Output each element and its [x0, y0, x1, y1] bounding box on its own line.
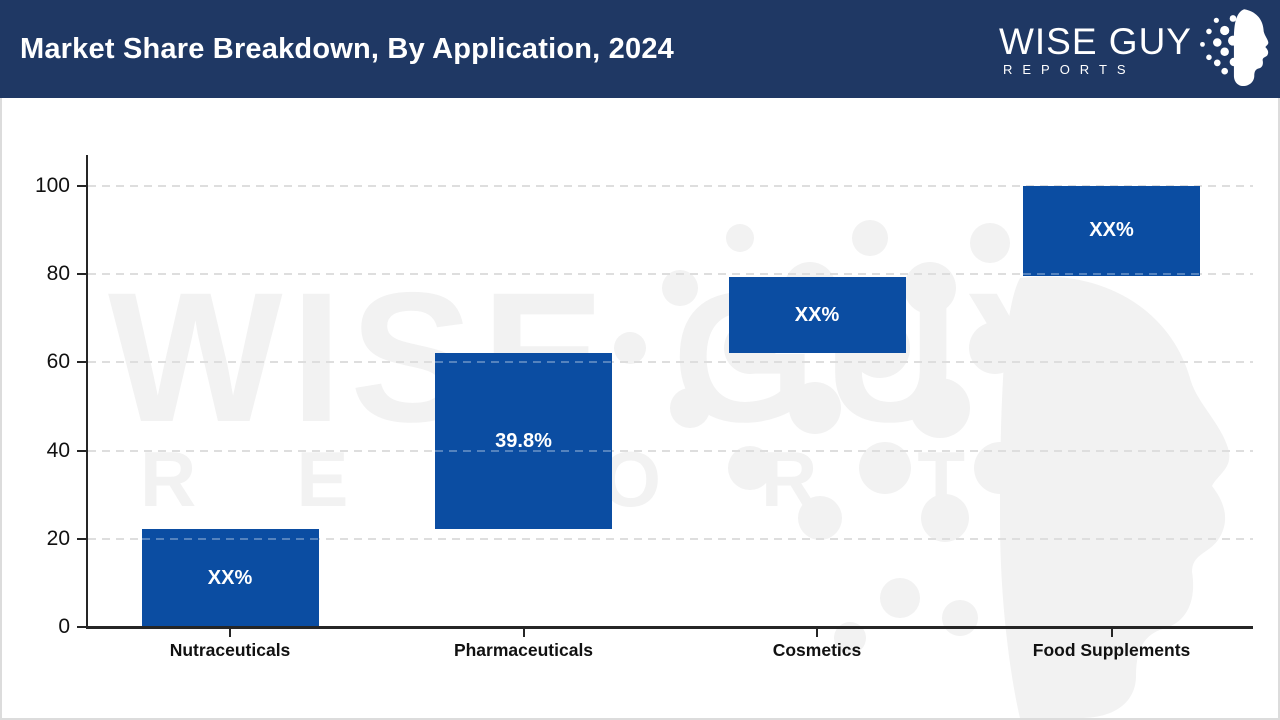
x-axis-category-label: Cosmetics	[772, 640, 862, 660]
gridline-over-bar	[141, 537, 319, 540]
y-axis-tick-label: 20	[46, 526, 70, 550]
bar-value-label: XX%	[1089, 219, 1134, 242]
bar: XX%	[728, 276, 906, 354]
gridline-over-bar	[435, 449, 612, 452]
brand-logo: WISE GUY REPORTS	[999, 6, 1270, 92]
y-axis-tick-label: 40	[46, 438, 70, 462]
x-axis-line	[86, 626, 1253, 629]
logo-face-icon	[1200, 9, 1269, 87]
x-axis-tick	[816, 628, 818, 637]
x-axis-category-label: Pharmaceuticals	[453, 640, 594, 660]
watermark-subtext: REPORTS	[140, 435, 1218, 523]
chart-title: Market Share Breakdown, By Application, …	[20, 32, 674, 65]
y-axis-tick	[77, 449, 86, 452]
y-axis-tick	[77, 273, 86, 276]
bar-value-label: 39.8%	[495, 429, 552, 452]
gridline	[88, 449, 1253, 452]
y-axis-tick	[77, 184, 86, 187]
header-bar: Market Share Breakdown, By Application, …	[0, 0, 1280, 98]
y-axis-tick	[77, 361, 86, 364]
x-axis-tick	[522, 628, 525, 637]
gridline	[88, 361, 1253, 364]
bar: XX%	[141, 529, 319, 627]
x-axis-tick	[229, 628, 231, 637]
x-axis-category-label: Nutraceuticals	[169, 640, 291, 660]
x-axis-tick	[1110, 628, 1113, 637]
bar: 39.8%	[435, 353, 612, 530]
y-axis-tick-label: 100	[34, 173, 70, 197]
logo-wordmark: WISE GUY REPORTS	[999, 23, 1192, 76]
y-axis-tick-label: 0	[58, 615, 70, 638]
logo-wordmark-line2: REPORTS	[1002, 61, 1136, 77]
y-axis-tick	[77, 537, 86, 540]
gridline-over-bar	[435, 361, 612, 364]
logo-wordmark-line1: WISE GUY	[998, 20, 1192, 62]
y-axis-tick-label: 80	[46, 262, 70, 286]
y-axis-line	[86, 155, 88, 629]
gridline	[88, 537, 1253, 540]
gridline	[88, 184, 1253, 187]
x-axis-category-label: Food Supplements	[1032, 640, 1191, 660]
y-axis-tick	[77, 626, 86, 628]
gridline-over-bar	[1023, 273, 1200, 276]
bar-value-label: XX%	[207, 566, 253, 589]
y-axis-tick-label: 60	[46, 350, 70, 374]
bar: XX%	[1023, 185, 1200, 276]
bar-value-label: XX%	[794, 303, 840, 326]
